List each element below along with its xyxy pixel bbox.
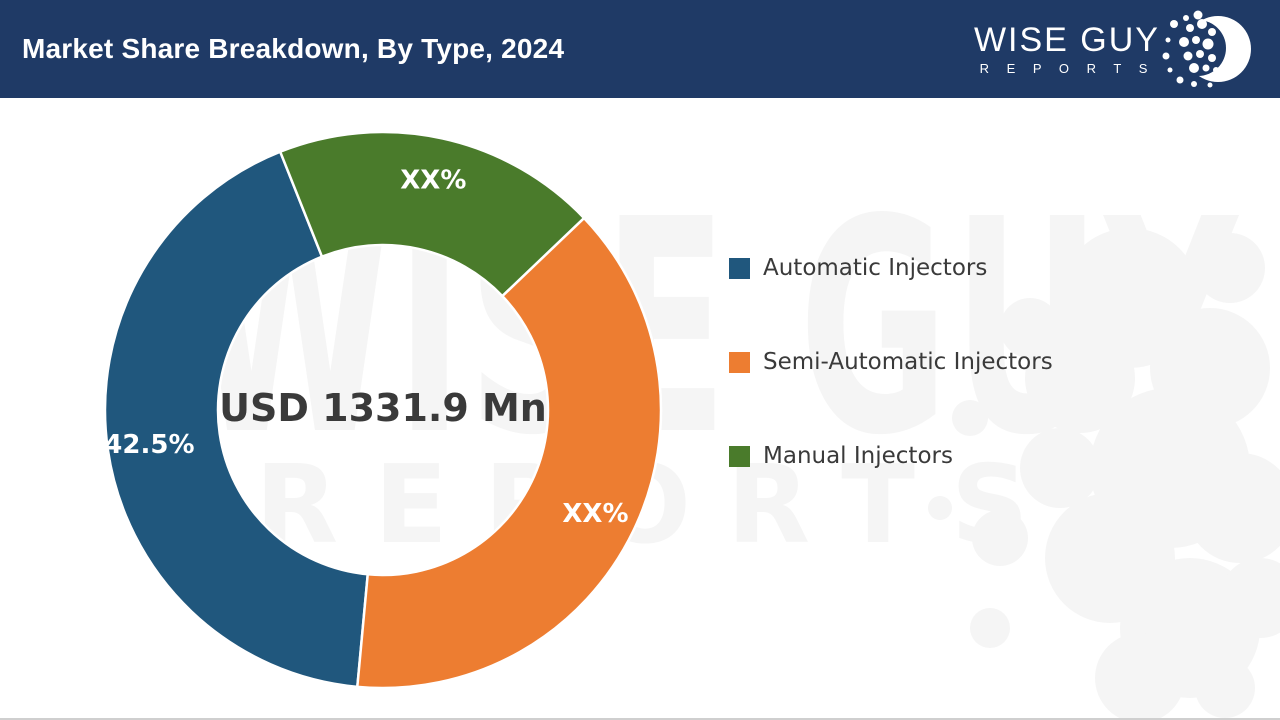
segment-label: XX%: [562, 499, 628, 529]
logo-wordmark-line1: WISE GUY: [973, 21, 1160, 59]
header: Market Share Breakdown, By Type, 2024 WI…: [0, 0, 1280, 98]
chart-area: WISE GUY REPORTS 42.5% XX% XX% USD 1331.9 …: [0, 98, 1280, 718]
logo-face-icon: [1162, 10, 1251, 88]
legend: Automatic Injectors Semi-Automatic Injec…: [729, 255, 1053, 537]
wise-guy-logo: WISE GUY R E P O R T S: [974, 10, 1256, 88]
logo-wordmark-line2: R E P O R T S: [979, 61, 1155, 76]
legend-item-semi-automatic-injectors[interactable]: Semi-Automatic Injectors: [729, 349, 1053, 375]
donut-segment[interactable]: [278, 130, 586, 298]
page-title: Market Share Breakdown, By Type, 2024: [22, 33, 565, 64]
donut-segment[interactable]: [356, 216, 663, 690]
donut-segment[interactable]: [103, 150, 370, 689]
chart-center-value: USD 1331.9 Mn: [219, 386, 547, 430]
legend-label: Manual Injectors: [763, 443, 953, 469]
legend-swatch-icon: [729, 351, 750, 373]
segment-label: 42.5%: [104, 430, 194, 460]
legend-item-automatic-injectors[interactable]: Automatic Injectors: [729, 255, 1053, 281]
legend-label: Automatic Injectors: [763, 255, 988, 281]
legend-swatch-icon: [729, 257, 750, 279]
segment-label: XX%: [400, 166, 466, 196]
logo-wordmark: WISE GUY R E P O R T S: [974, 23, 1160, 75]
donut-chart: 42.5% XX% XX%: [103, 130, 663, 690]
legend-label: Semi-Automatic Injectors: [763, 349, 1053, 375]
legend-item-manual-injectors[interactable]: Manual Injectors: [729, 443, 1053, 469]
legend-swatch-icon: [729, 445, 750, 467]
bottom-border: [0, 718, 1280, 720]
